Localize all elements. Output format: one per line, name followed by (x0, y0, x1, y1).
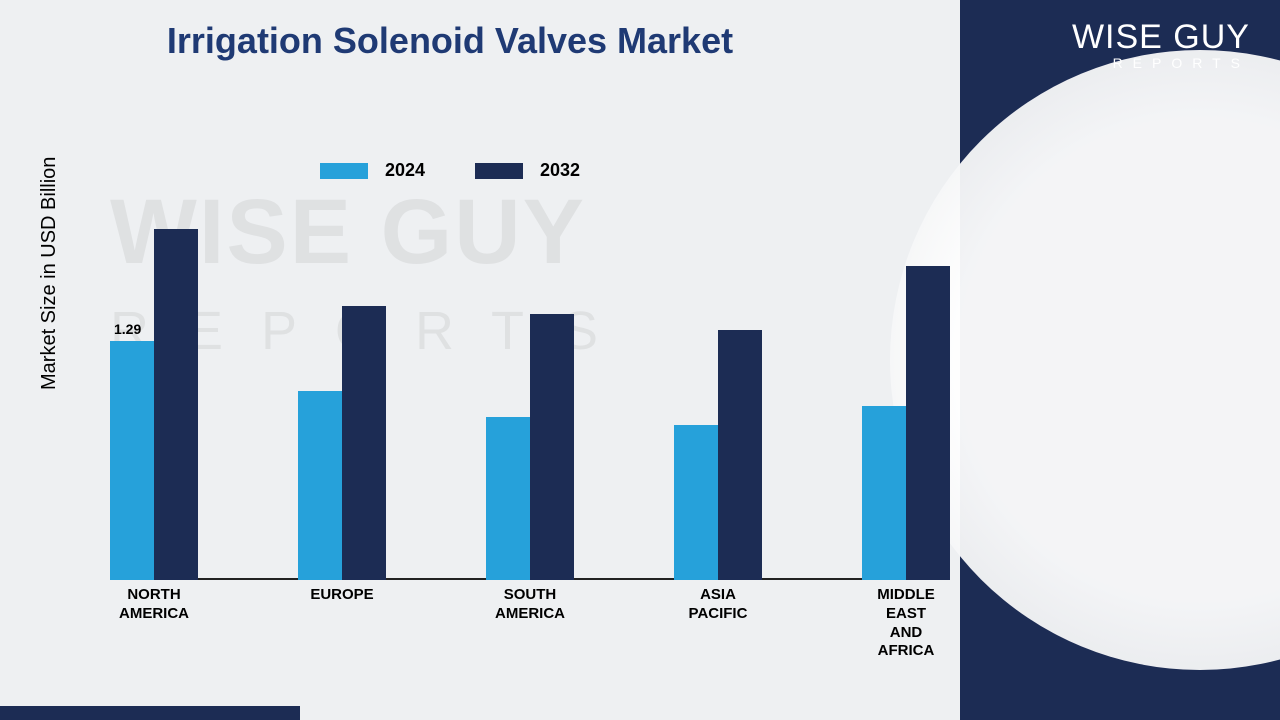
category-label: MIDDLEEASTANDAFRICA (846, 586, 966, 661)
brand-sub: REPORTS (1072, 56, 1250, 70)
legend-item-2032: 2032 (475, 160, 580, 181)
bar (906, 266, 950, 581)
bar (530, 314, 574, 580)
chart-title: Irrigation Solenoid Valves Market (0, 20, 900, 62)
category-label: NORTHAMERICA (94, 586, 214, 624)
bar (674, 425, 718, 580)
value-label: 1.29 (114, 321, 141, 337)
bar-group (298, 306, 386, 580)
canvas: WISE GUY REPORTS WISE GUY REPORTS Irriga… (0, 0, 1280, 720)
bar (718, 330, 762, 580)
legend-swatch-2024 (320, 163, 368, 179)
bar (862, 406, 906, 580)
category-label: ASIAPACIFIC (658, 586, 778, 624)
bar (486, 417, 530, 580)
legend-item-2024: 2024 (320, 160, 425, 181)
y-axis-label: Market Size in USD Billion (38, 157, 61, 390)
legend-label-2032: 2032 (540, 160, 580, 180)
bar-group (674, 330, 762, 580)
bar-group (862, 266, 950, 581)
bar-group (486, 314, 574, 580)
bar (342, 306, 386, 580)
legend-swatch-2032 (475, 163, 523, 179)
legend: 2024 2032 (0, 160, 900, 181)
bar (154, 229, 198, 581)
bar (298, 391, 342, 580)
brand-main: WISE GUY (1072, 20, 1250, 54)
plot-area: 1.29 (110, 210, 950, 580)
bar (110, 341, 154, 580)
bar-group (110, 229, 198, 581)
category-label: SOUTHAMERICA (470, 586, 590, 624)
legend-label-2024: 2024 (385, 160, 425, 180)
brand-logo: WISE GUY REPORTS (1072, 20, 1250, 70)
footer-accent-bar (0, 706, 300, 720)
category-label: EUROPE (282, 586, 402, 605)
